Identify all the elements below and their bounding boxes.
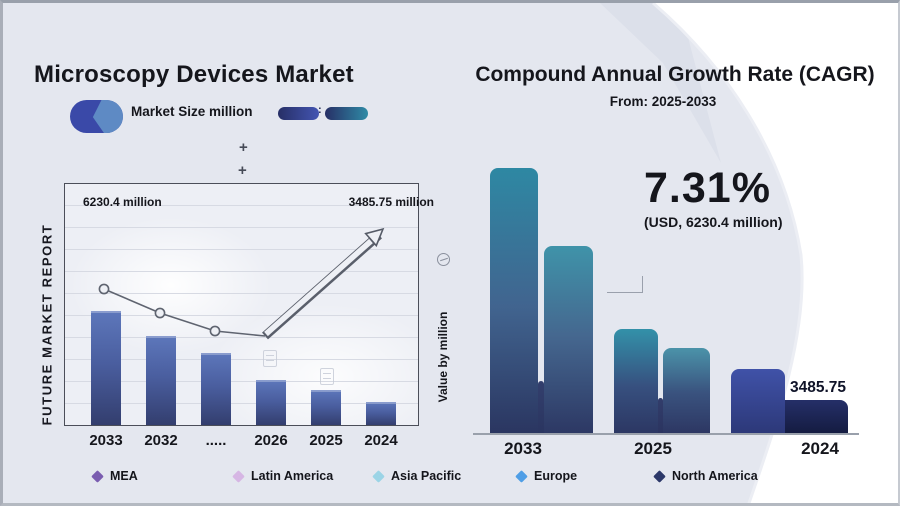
gradient-pill-teal-icon [325,107,368,120]
marker-point [154,307,166,319]
left-x-label-2033: 2033 [89,432,123,449]
right-bar-2024-left [731,369,785,434]
right-chart-subtitle: From: 2025-2033 [609,94,717,109]
plus-mark: + [239,139,248,156]
marker-point [209,325,221,337]
asia-pacific-diamond-icon [372,469,385,483]
right-chart-axis-line [473,433,859,435]
right-bar-value-label: 3485.75 [790,379,847,396]
left-x-label-2024: 2024 [364,432,398,449]
right-bar-2033-left [490,168,538,435]
left-x-label-2032: 2032 [144,432,178,449]
arrow-shaft [264,238,373,337]
legend-label: Latin America [251,469,334,483]
legend-label: MEA [110,469,138,483]
latin-america-diamond-icon [232,469,245,483]
pill-colon: : [318,104,322,116]
legend-label: Asia Pacific [391,469,462,483]
bar-2032 [146,336,176,425]
left-chart-panel: 6230.4 million 3485.75 million [64,183,434,426]
legend-label: Europe [534,469,578,483]
legend-item-north-america: North America [653,469,758,483]
market-size-cylinder-icon [70,100,123,133]
right-bar-2024-right [785,400,848,434]
north-america-diamond-icon [653,469,666,483]
gradient-pill-blue-icon [278,107,319,120]
left-x-label-ellipsis: ..... [205,432,227,449]
arrow-head [364,227,385,248]
bar-ellipsis [201,353,231,425]
marker-point [98,283,110,295]
callout-corner-line [607,276,643,293]
trend-line-and-arrow [98,227,385,340]
bar-2024 [366,402,396,425]
bar-2033 [91,311,121,425]
right-bar-2025-bridge [658,398,663,433]
watermark-document-icon [320,368,334,385]
legend-item-europe: Europe [515,469,578,483]
vertical-label-future-market-report: FUTURE MARKET REPORT [39,223,55,426]
legend-label: North America [672,469,758,483]
right-bar-2025-left [614,329,658,433]
vertical-label-value-by-million: Value by million [436,311,450,403]
legend-item-asia-pacific: Asia Pacific [372,469,462,483]
europe-diamond-icon [515,469,528,483]
bar-2025 [311,390,341,425]
cagr-base-value: (USD, 6230.4 million) [644,214,783,230]
market-size-label: Market Size million [131,104,253,119]
right-bar-2033-bridge [538,381,544,434]
plus-mark: + [238,162,247,179]
watermark-document-icon [263,350,277,367]
mea-diamond-icon [91,469,104,483]
right-bar-2025-right [663,348,710,433]
left-chart-max-value: 6230.4 million [83,195,162,209]
cagr-value: 7.31% [644,164,771,212]
right-chart-title: Compound Annual Growth Rate (CAGR) [475,63,875,86]
cylinder-facet [92,100,123,133]
right-x-label-2025: 2025 [634,439,672,458]
left-x-label-2025: 2025 [309,432,343,449]
background-wedge [600,3,721,163]
trend-line [103,288,266,337]
left-x-label-2026: 2026 [254,432,288,449]
page-title: Microscopy Devices Market [34,61,354,88]
bar-2026 [256,380,286,425]
right-bar-2033-right [544,246,593,435]
legend-item-latin-america: Latin America [232,469,334,483]
background-white-blob [653,3,898,503]
circle-minus-icon [437,253,450,266]
right-x-label-2024: 2024 [801,439,839,458]
legend-item-mea: MEA [91,469,138,483]
right-x-label-2033: 2033 [504,439,542,458]
left-chart-min-value: 3485.75 million [348,195,434,209]
